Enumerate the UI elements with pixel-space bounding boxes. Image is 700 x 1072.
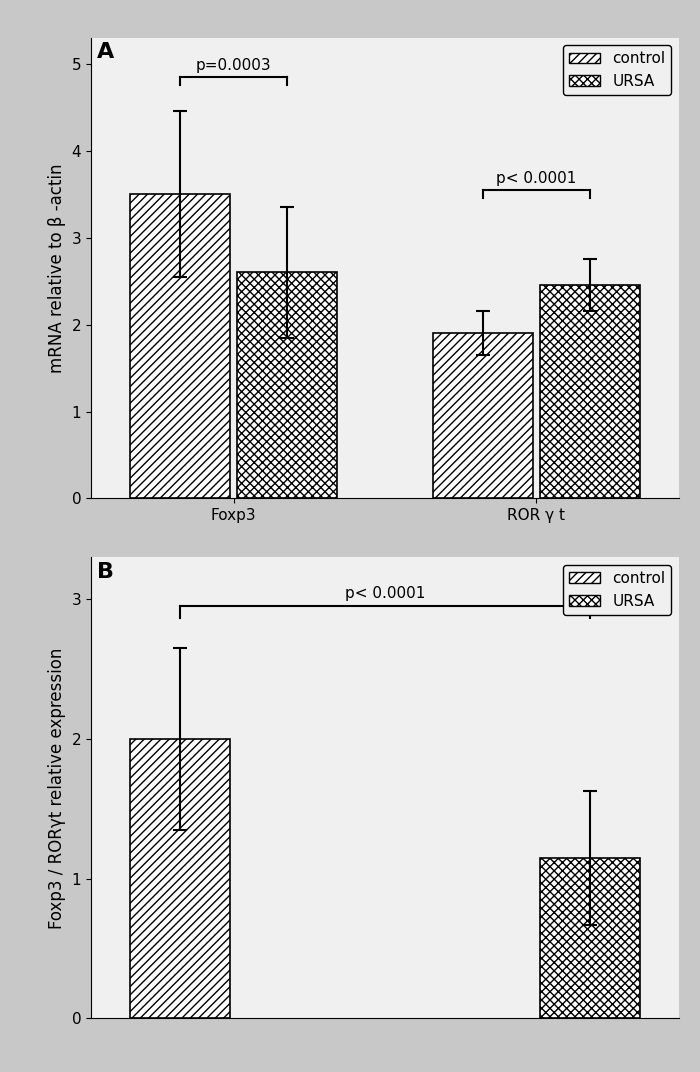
Bar	[540, 285, 640, 498]
Text: p=0.0003: p=0.0003	[196, 58, 272, 73]
Bar	[433, 333, 533, 498]
Bar	[540, 858, 640, 1018]
Legend: control, URSA: control, URSA	[564, 565, 671, 615]
Y-axis label: Foxp3 / RORγt relative expression: Foxp3 / RORγt relative expression	[48, 647, 66, 928]
Bar	[130, 194, 230, 498]
Text: B: B	[97, 562, 114, 582]
Bar	[130, 739, 230, 1018]
Text: p< 0.0001: p< 0.0001	[345, 585, 425, 600]
Y-axis label: mRNA relative to β -actin: mRNA relative to β -actin	[48, 163, 66, 373]
Bar	[237, 272, 337, 498]
Text: A: A	[97, 42, 114, 62]
Legend: control, URSA: control, URSA	[564, 45, 671, 95]
Text: p< 0.0001: p< 0.0001	[496, 172, 577, 187]
